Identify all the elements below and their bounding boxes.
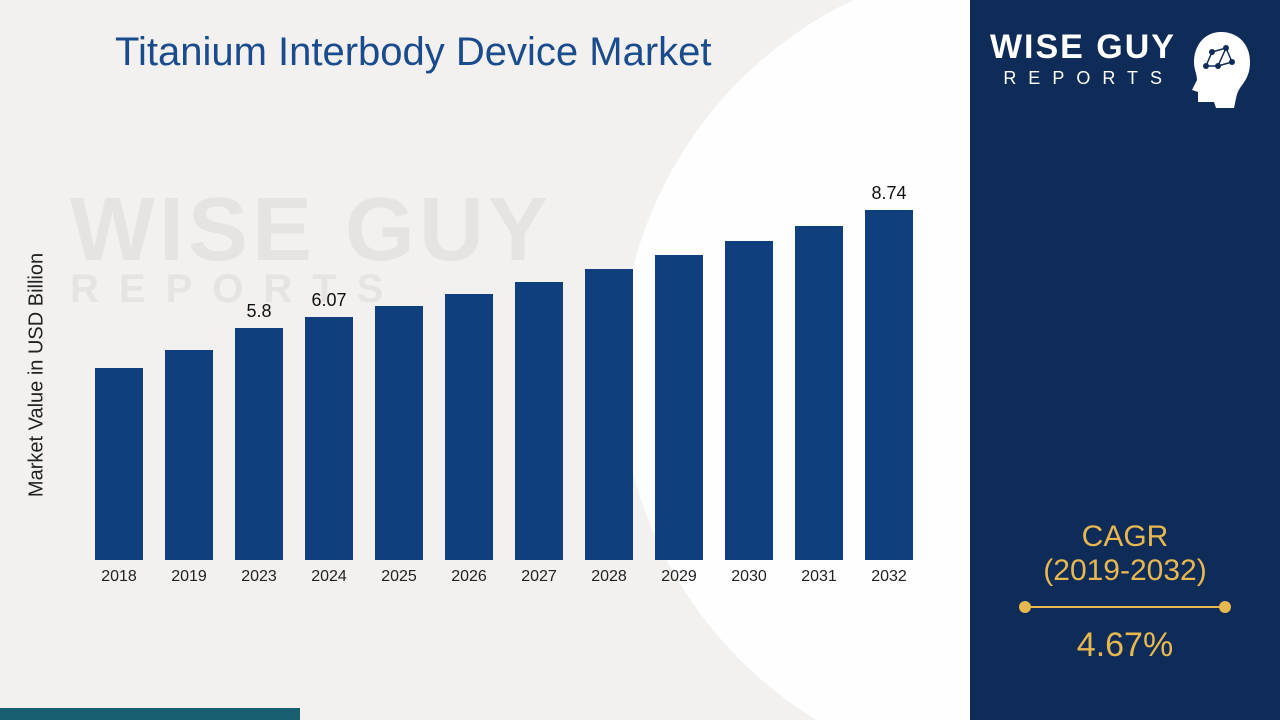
bar-value-label: 5.8 xyxy=(229,301,289,322)
bar xyxy=(865,210,913,560)
x-tick-label: 2024 xyxy=(311,568,347,586)
bar xyxy=(655,255,703,560)
bar xyxy=(165,350,213,560)
bar xyxy=(585,269,633,560)
footer-accent-bar xyxy=(0,708,300,720)
x-tick-label: 2030 xyxy=(731,568,767,586)
y-axis-label: Market Value in USD Billion xyxy=(26,253,49,497)
bar xyxy=(305,317,353,560)
cagr-divider xyxy=(1025,606,1225,608)
bar xyxy=(95,368,143,560)
brand-logo: WISE GUY REPORTS xyxy=(990,30,1256,110)
plot-area: 2018201920235.820246.0720252026202720282… xyxy=(95,160,925,560)
bar xyxy=(515,282,563,560)
brand-main-text: WISE GUY xyxy=(990,30,1176,64)
cagr-value: 4.67% xyxy=(970,626,1280,665)
x-tick-label: 2031 xyxy=(801,568,837,586)
bar xyxy=(795,226,843,560)
x-tick-label: 2028 xyxy=(591,568,627,586)
x-tick-label: 2027 xyxy=(521,568,557,586)
x-tick-label: 2019 xyxy=(171,568,207,586)
x-tick-label: 2029 xyxy=(661,568,697,586)
x-tick-label: 2023 xyxy=(241,568,277,586)
x-tick-label: 2018 xyxy=(101,568,137,586)
x-tick-label: 2025 xyxy=(381,568,417,586)
cagr-label: CAGR(2019-2032) xyxy=(970,520,1280,588)
bar xyxy=(725,241,773,560)
bar-value-label: 8.74 xyxy=(859,183,919,204)
bar xyxy=(445,294,493,560)
bar xyxy=(235,328,283,560)
report-canvas: Titanium Interbody Device Market WISE GU… xyxy=(0,0,1280,720)
brain-head-icon xyxy=(1186,30,1256,110)
cagr-block: CAGR(2019-2032) 4.67% xyxy=(970,520,1280,665)
x-tick-label: 2026 xyxy=(451,568,487,586)
x-tick-label: 2032 xyxy=(871,568,907,586)
chart-title: Titanium Interbody Device Market xyxy=(115,30,712,75)
bar xyxy=(375,306,423,560)
bar-value-label: 6.07 xyxy=(299,290,359,311)
brand-sub-text: REPORTS xyxy=(1003,68,1174,89)
bar-chart: Market Value in USD Billion 201820192023… xyxy=(55,160,925,590)
